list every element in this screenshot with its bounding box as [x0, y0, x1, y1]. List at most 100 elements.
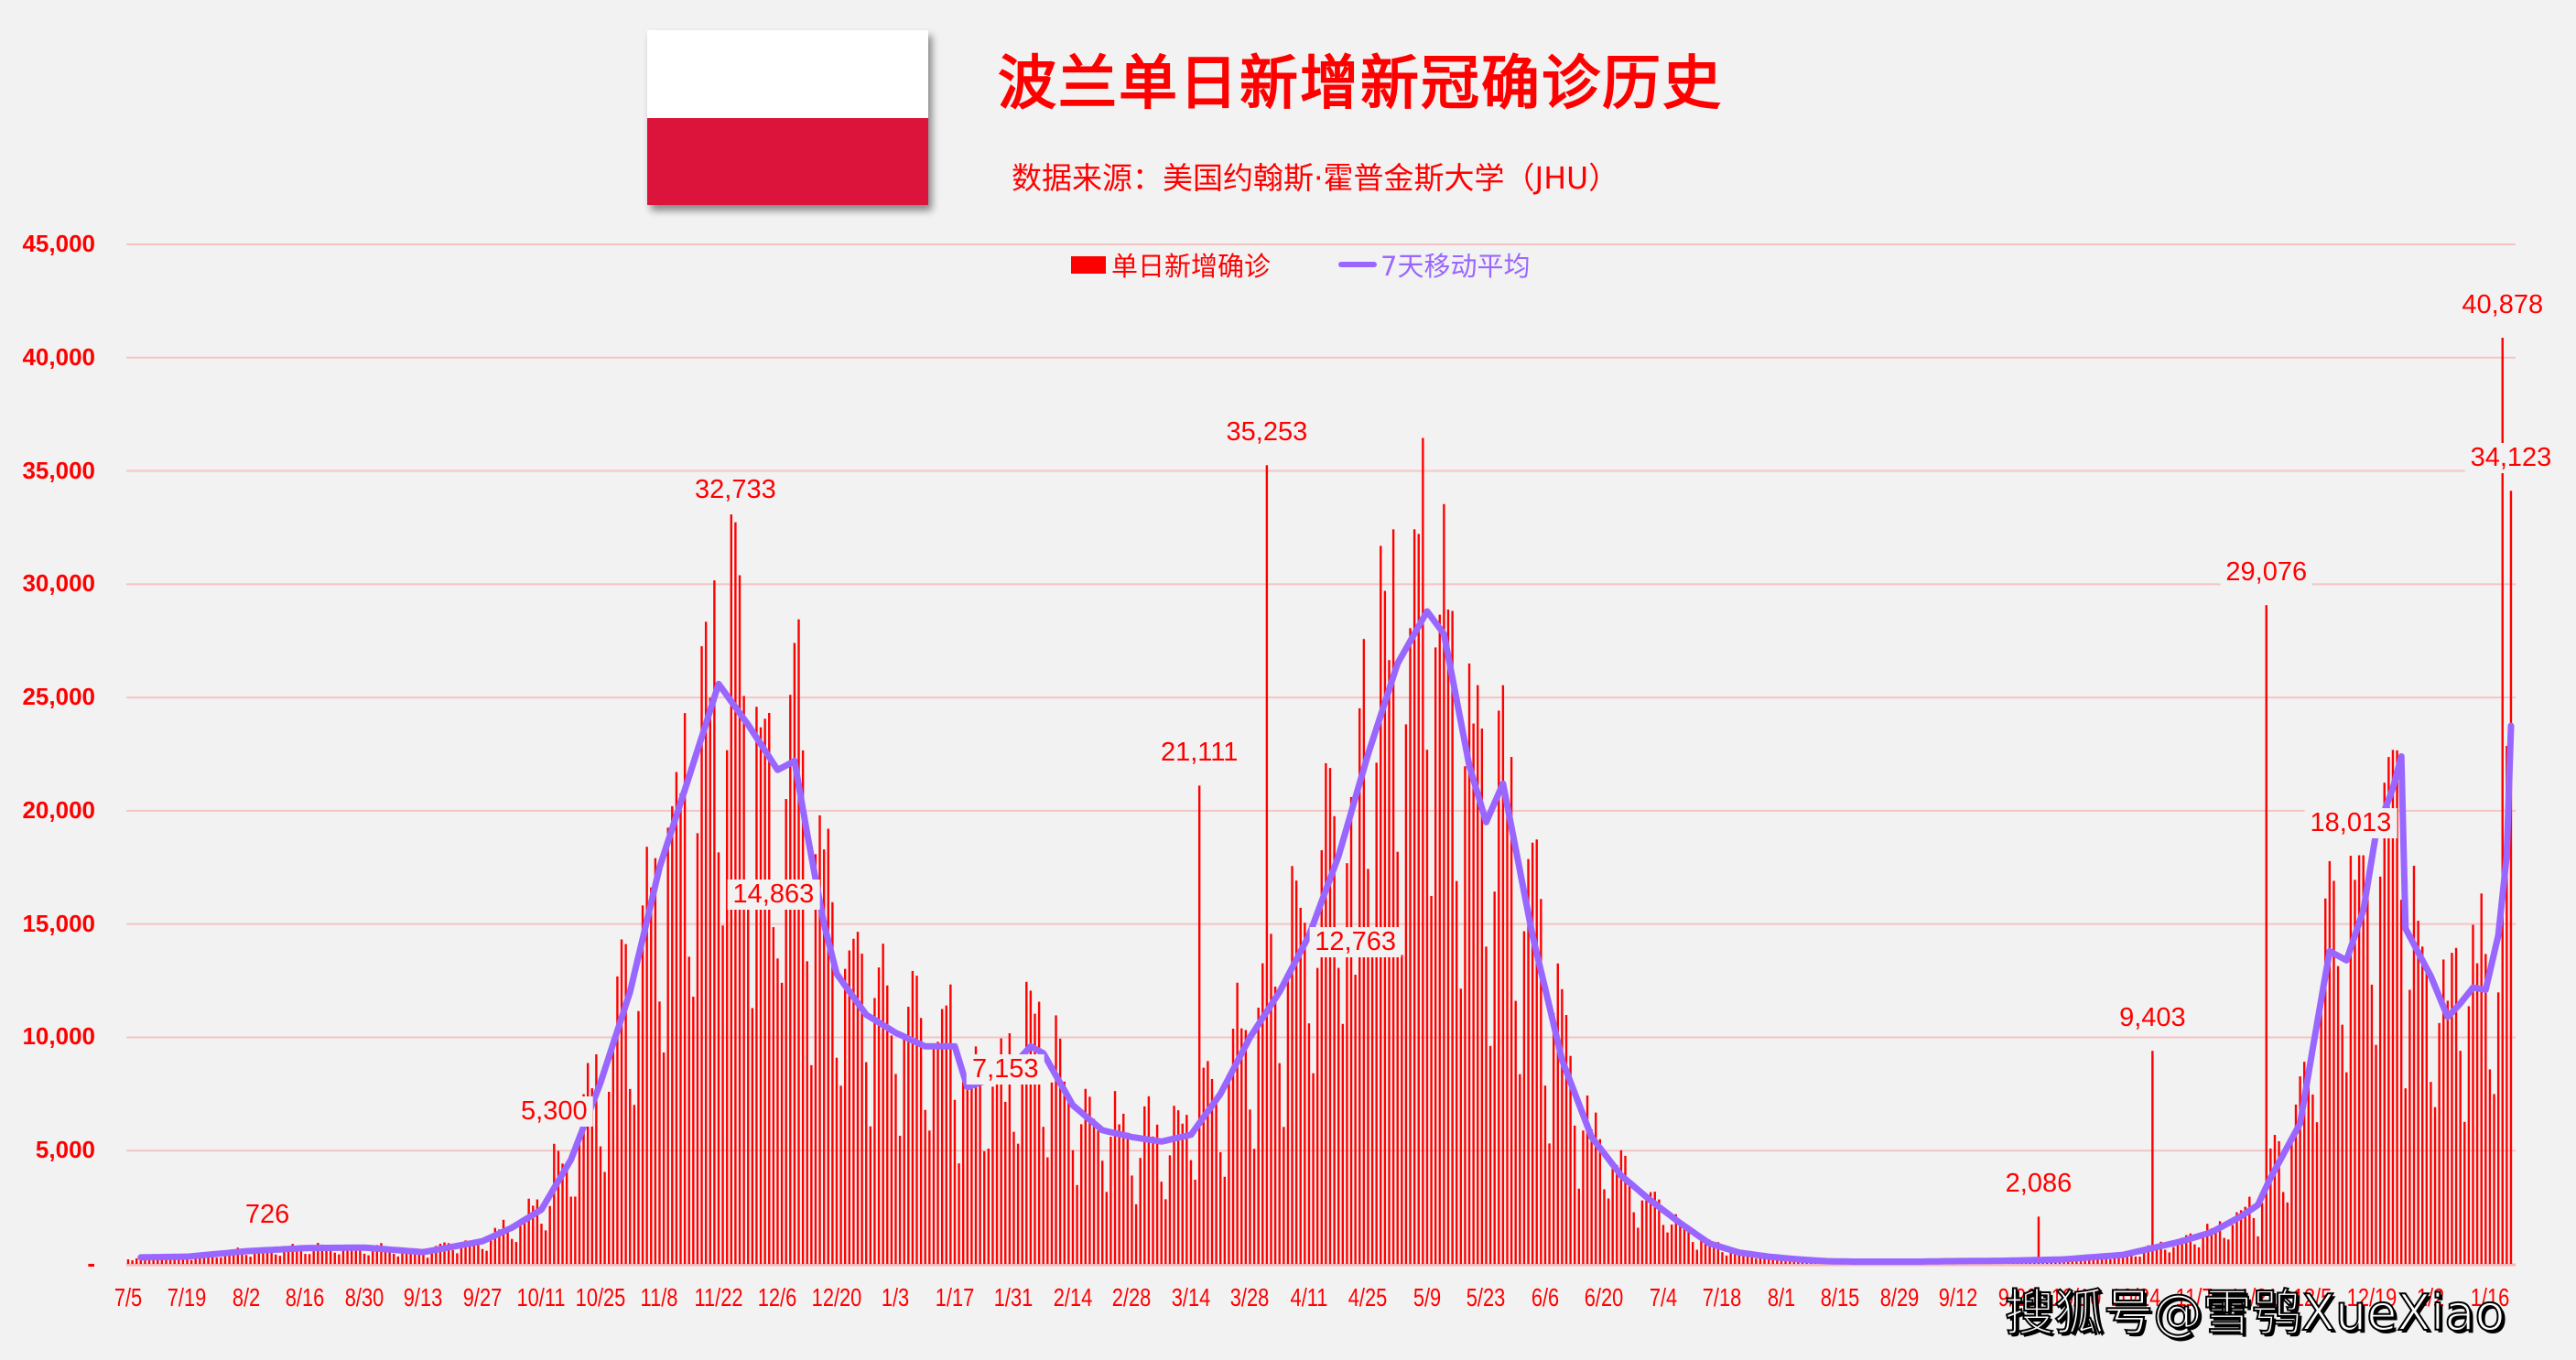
daily-bar [1126, 1132, 1130, 1264]
daily-bar [1401, 955, 1403, 1264]
daily-bar [586, 1063, 590, 1264]
daily-bar [1653, 1192, 1656, 1264]
chart-subtitle: 数据来源：美国约翰斯·霍普金斯大学（JHU） [1012, 160, 1619, 196]
daily-bar [2303, 1062, 2306, 1264]
daily-bar [1202, 1067, 1205, 1264]
daily-bar [2375, 1044, 2377, 1264]
daily-bar [2290, 1138, 2293, 1264]
daily-bar [768, 712, 771, 1264]
daily-bar [1464, 766, 1467, 1264]
daily-bar [1252, 1149, 1256, 1264]
daily-bar [958, 1163, 960, 1264]
daily-bar [477, 1240, 480, 1264]
x-tick-label: 1/2 [2417, 1283, 2445, 1311]
daily-bar [1176, 1110, 1180, 1264]
daily-bar [2248, 1196, 2251, 1264]
daily-bar [2349, 856, 2353, 1264]
daily-bar [2378, 876, 2382, 1264]
legend-label-average: 7天移动平均 [1380, 251, 1531, 282]
daily-bar [747, 891, 750, 1264]
daily-bar [1514, 1000, 1517, 1264]
daily-bar [490, 1236, 492, 1264]
daily-bar [683, 713, 687, 1264]
daily-bar [2366, 883, 2369, 1264]
daily-bar [1569, 1055, 1572, 1264]
daily-bar [949, 984, 952, 1264]
flag-white-band [647, 30, 928, 118]
daily-bar [1294, 880, 1298, 1264]
x-tick-label: 8/29 [1879, 1283, 1920, 1311]
daily-bar [679, 793, 682, 1264]
daily-bar [1598, 1139, 1602, 1264]
data-label: 40,878 [2456, 290, 2549, 321]
daily-bar [1725, 1255, 1728, 1264]
daily-bar [359, 1247, 362, 1264]
daily-bar [2328, 860, 2332, 1264]
daily-bar [1574, 1125, 1576, 1264]
daily-bar [2463, 1121, 2466, 1264]
daily-bar [287, 1247, 290, 1264]
daily-bar [532, 1205, 535, 1264]
daily-bar [308, 1254, 311, 1264]
daily-bar [894, 1074, 897, 1264]
daily-bar [1590, 1129, 1593, 1264]
moving-average-line [137, 608, 2515, 1265]
x-tick-label: 3/14 [1171, 1283, 1211, 1311]
daily-bar [742, 696, 745, 1264]
daily-bar [1755, 1258, 1758, 1264]
daily-bar [278, 1256, 282, 1264]
daily-bar [1577, 1188, 1581, 1264]
daily-bar [1409, 628, 1412, 1264]
x-tick-label: 11/21 [2229, 1283, 2278, 1311]
daily-bar [1380, 545, 1382, 1264]
daily-bar [603, 1171, 606, 1264]
daily-bar [839, 1085, 842, 1264]
daily-bar [2433, 1106, 2437, 1264]
daily-bar [898, 1136, 902, 1264]
daily-bar [1000, 1038, 1002, 1264]
daily-bar [1139, 1158, 1142, 1264]
x-tick-label: 12/20 [811, 1283, 862, 1311]
daily-bar [675, 772, 678, 1264]
daily-bar [270, 1248, 273, 1264]
daily-bar [1122, 1113, 1125, 1264]
daily-bar [333, 1252, 336, 1264]
daily-bar [1097, 1130, 1099, 1264]
x-tick-label: 8/30 [344, 1283, 384, 1311]
daily-bar [2163, 1249, 2167, 1264]
daily-bar [1595, 1112, 1597, 1264]
daily-bar [414, 1249, 417, 1264]
daily-bar [2383, 783, 2386, 1264]
daily-bar [1375, 762, 1378, 1264]
daily-bar [2176, 1241, 2180, 1264]
daily-bar [629, 1088, 632, 1264]
daily-bar [2109, 1258, 2112, 1264]
daily-bar [2324, 898, 2327, 1264]
daily-bar [751, 1008, 754, 1264]
y-tick-label: 10,000 [22, 1022, 95, 1051]
x-tick-label: 10/25 [575, 1283, 626, 1311]
daily-bar [1670, 1224, 1673, 1264]
daily-bar [612, 1042, 615, 1264]
daily-bar [2117, 1254, 2120, 1264]
daily-bar [953, 1099, 957, 1264]
daily-bar [776, 958, 779, 1264]
x-tick-label: 1/31 [994, 1283, 1034, 1311]
daily-bar [363, 1253, 366, 1264]
daily-bar [1025, 981, 1028, 1264]
daily-bar [869, 1126, 872, 1264]
daily-bar [1333, 815, 1336, 1264]
daily-bar [2315, 1122, 2319, 1264]
daily-bar [435, 1246, 438, 1264]
daily-bar [464, 1240, 467, 1264]
daily-bar [211, 1254, 214, 1264]
daily-bar [1207, 1061, 1209, 1264]
daily-bar [236, 1247, 239, 1264]
daily-bar [789, 695, 792, 1264]
data-label: 5,300 [515, 1096, 593, 1127]
x-tick-label: 11/22 [694, 1283, 743, 1311]
daily-bar [915, 976, 918, 1264]
daily-bar [1628, 1186, 1631, 1264]
daily-bar [2412, 865, 2416, 1264]
daily-bar [641, 905, 644, 1264]
